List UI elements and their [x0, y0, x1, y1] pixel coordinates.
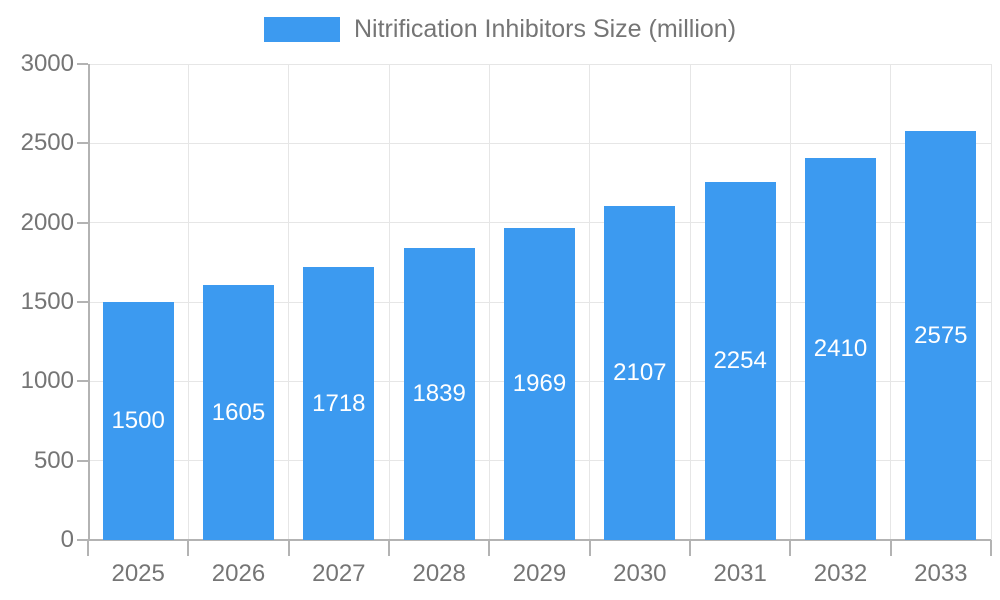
bar-2030: 2107 [604, 205, 676, 540]
gridline-vertical [388, 64, 390, 540]
gridline-horizontal [88, 63, 991, 65]
y-axis-tick [77, 301, 88, 303]
x-axis-tick-label: 2026 [211, 560, 266, 587]
y-axis-tick [77, 221, 88, 224]
y-axis-tick [77, 459, 88, 462]
bar-value-label: 2410 [813, 334, 868, 362]
y-axis-tick [77, 63, 88, 65]
bar-value-label: 1839 [412, 380, 466, 408]
gridline-vertical [589, 64, 591, 540]
bar-2025: 1500 [102, 302, 174, 540]
x-axis-tick [388, 540, 390, 556]
y-axis-tick-label: 0 [60, 526, 74, 553]
x-axis-tick [789, 540, 792, 556]
bar-value-label: 2254 [713, 347, 767, 375]
x-axis-tick-label: 2031 [713, 560, 767, 587]
y-axis-tick-label: 2500 [20, 129, 74, 157]
bar-2026: 1605 [203, 285, 274, 540]
bar-2032: 2410 [805, 157, 876, 540]
plot-area: 1500 1605 1718 1839 1969 2107 2254 2410 2575 [77, 63, 992, 556]
y-axis-tick-label: 3000 [20, 50, 74, 77]
x-axis-tick [287, 540, 290, 556]
gridline-vertical [990, 64, 992, 540]
x-axis-tick [187, 540, 190, 556]
y-axis-tick-label: 1500 [20, 288, 74, 315]
x-axis-line [88, 539, 991, 541]
x-axis-tick-label: 2030 [613, 560, 667, 587]
y-axis-tick-label: 1000 [20, 367, 74, 395]
bar-2033: 2575 [905, 131, 977, 540]
bar-value-label: 1500 [111, 407, 165, 434]
gridline-vertical [187, 64, 189, 540]
gridline-horizontal [88, 222, 991, 224]
x-axis-tick [689, 540, 691, 556]
x-axis-tick [889, 540, 892, 556]
x-axis-tick-label: 2033 [914, 560, 968, 587]
bar-value-label: 1605 [211, 398, 266, 426]
gridline-vertical [288, 64, 290, 540]
y-axis-line [88, 64, 90, 540]
y-axis-tick [77, 380, 88, 383]
bar-2029: 1969 [504, 227, 575, 540]
y-axis-tick-label: 2000 [20, 208, 74, 236]
x-axis-tick [990, 540, 992, 556]
x-axis-tick [588, 540, 591, 556]
bar-2027: 1718 [303, 267, 375, 540]
y-axis-tick [77, 539, 88, 541]
bar-value-label: 2107 [613, 358, 667, 386]
x-axis-tick-label: 2028 [412, 560, 466, 587]
bar-value-label: 1969 [512, 369, 567, 397]
y-axis-tick [77, 142, 88, 145]
bar-value-label: 2575 [914, 321, 968, 349]
x-axis-tick-label: 2032 [813, 560, 868, 587]
x-axis-tick [488, 540, 491, 556]
bar-2031: 2254 [704, 182, 776, 540]
x-axis-tick-label: 2029 [512, 560, 567, 587]
gridline-vertical [689, 64, 691, 540]
bar-2028: 1839 [403, 248, 475, 540]
gridline-vertical [890, 64, 892, 540]
gridline-vertical [789, 64, 791, 540]
x-axis-tick-label: 2025 [111, 560, 165, 587]
legend-swatch [263, 17, 340, 42]
legend-label: Nitrification Inhibitors Size (million) [353, 15, 737, 43]
legend: Nitrification Inhibitors Size (million) [0, 15, 1000, 44]
gridline-horizontal [88, 142, 991, 144]
x-axis-tick [87, 540, 89, 556]
bar-value-label: 1718 [312, 389, 366, 417]
y-axis-tick-label: 500 [33, 446, 74, 474]
gridline-vertical [488, 64, 490, 540]
x-axis-tick-label: 2027 [312, 560, 366, 587]
